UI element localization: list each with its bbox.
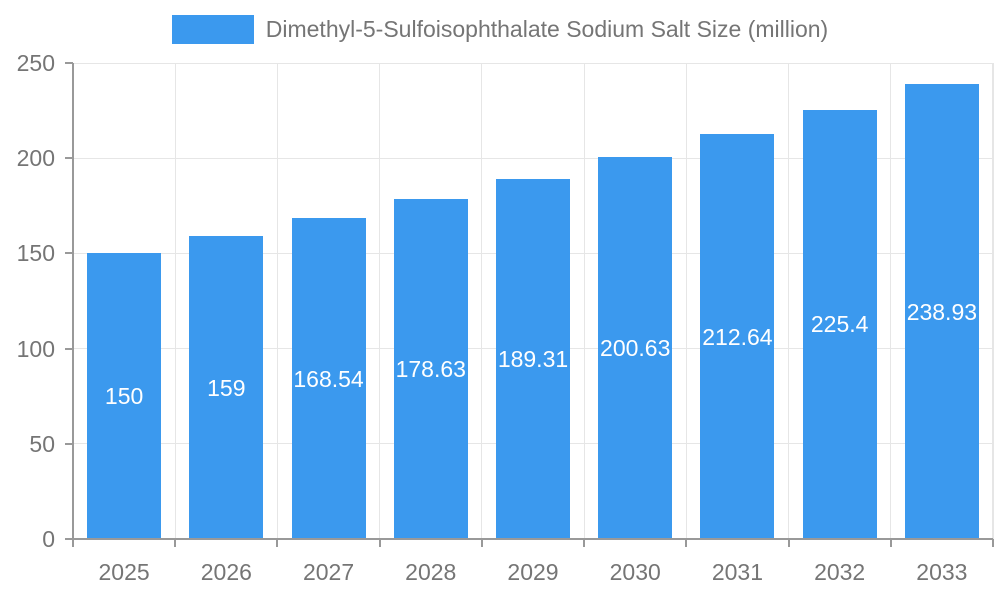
bar-value-label: 225.4 (810, 311, 869, 338)
x-tick-label: 2033 (916, 559, 968, 585)
x-tick-label: 2029 (507, 559, 559, 585)
legend-series-label: Dimethyl-5-Sulfoisophthalate Sodium Salt… (265, 15, 829, 42)
x-tick (480, 539, 483, 547)
v-gridline (379, 63, 381, 539)
v-gridline (481, 63, 483, 539)
bar-value-label: 238.93 (906, 298, 978, 325)
v-gridline (174, 63, 176, 539)
x-tick (276, 539, 279, 547)
h-gridline (73, 157, 993, 159)
y-tick-label: 200 (16, 145, 55, 172)
bar[interactable] (189, 236, 264, 539)
y-tick (65, 62, 73, 64)
x-tick (787, 539, 790, 547)
bar[interactable] (393, 198, 468, 539)
y-tick (65, 442, 73, 445)
x-tick-label: 2032 (814, 559, 866, 585)
x-tick (174, 539, 177, 547)
y-tick (65, 347, 73, 350)
x-tick-label: 2025 (98, 559, 150, 585)
x-tick-label: 2027 (302, 559, 355, 585)
bar[interactable] (904, 84, 979, 539)
bar-value-label: 212.64 (702, 323, 773, 350)
x-tick (583, 539, 586, 547)
bar-value-label: 150 (104, 383, 144, 410)
bar[interactable] (87, 253, 162, 539)
h-gridline (73, 62, 993, 64)
bar[interactable] (291, 218, 366, 539)
legend-color-swatch (171, 14, 254, 44)
y-axis-line (72, 63, 74, 547)
x-tick-label: 2031 (711, 559, 764, 585)
v-gridline (685, 63, 687, 539)
v-gridline (276, 63, 278, 539)
y-tick-label: 100 (16, 335, 55, 362)
x-tick (889, 539, 892, 547)
bar-value-label: 178.63 (395, 355, 466, 382)
x-tick (685, 539, 688, 547)
chart-legend[interactable]: Dimethyl-5-Sulfoisophthalate Sodium Salt… (0, 14, 1000, 44)
bar-value-label: 200.63 (600, 335, 671, 361)
x-tick (378, 539, 381, 547)
x-tick-label: 2026 (200, 559, 252, 585)
y-tick-label: 250 (16, 50, 55, 76)
y-tick (65, 157, 73, 160)
x-tick-label: 2030 (609, 559, 661, 585)
bar-value-label: 168.54 (293, 365, 364, 392)
y-tick (65, 252, 73, 255)
bar-value-label: 159 (207, 374, 246, 401)
v-gridline (788, 63, 790, 539)
x-tick-label: 2028 (405, 559, 457, 585)
y-tick-label: 0 (42, 526, 55, 552)
v-gridline (583, 63, 585, 539)
y-tick-label: 50 (29, 430, 55, 457)
y-tick (65, 538, 73, 540)
bar[interactable] (802, 109, 877, 539)
bar[interactable] (700, 134, 775, 539)
y-tick-label: 150 (16, 240, 55, 267)
x-tick (992, 539, 994, 547)
bar[interactable] (598, 157, 673, 539)
v-gridline (992, 63, 994, 539)
x-axis-line (73, 538, 993, 540)
bar-value-label: 189.31 (497, 345, 569, 372)
v-gridline (890, 63, 892, 539)
bar[interactable] (496, 178, 570, 539)
